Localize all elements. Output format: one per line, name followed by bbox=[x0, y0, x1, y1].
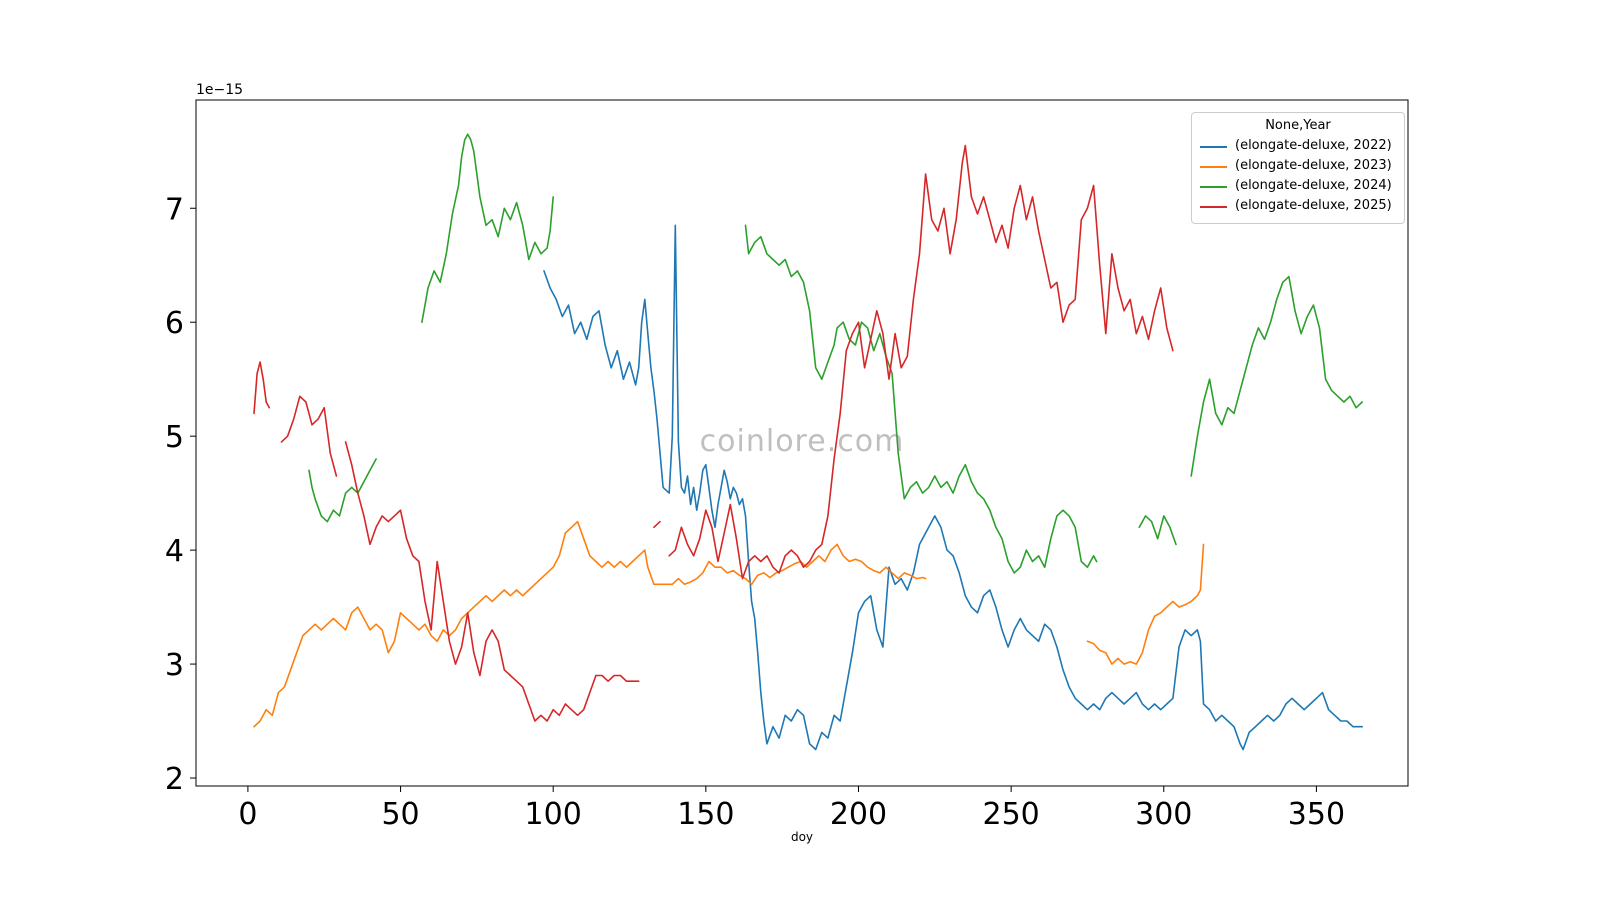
series-line-2025 bbox=[668, 144, 1174, 580]
x-axis-label: doy bbox=[790, 830, 814, 844]
series-line-2025 bbox=[653, 520, 661, 529]
legend: None,Year (elongate-deluxe, 2022) (elonga… bbox=[1191, 112, 1405, 224]
legend-item-2023: (elongate-deluxe, 2023) bbox=[1200, 157, 1396, 177]
legend-item-2022: (elongate-deluxe, 2022) bbox=[1200, 137, 1396, 157]
series-line-2025 bbox=[344, 441, 640, 722]
x-tick-label: 300 bbox=[1135, 797, 1192, 832]
x-tick-label: 150 bbox=[677, 797, 734, 832]
y-tick-label: 5 bbox=[165, 420, 184, 455]
x-tick-label: 50 bbox=[381, 797, 419, 832]
x-tick-label: 350 bbox=[1288, 797, 1345, 832]
series-line-2024 bbox=[744, 224, 1098, 574]
legend-label: (elongate-deluxe, 2023) bbox=[1235, 158, 1392, 174]
legend-label: (elongate-deluxe, 2024) bbox=[1235, 178, 1392, 194]
y-tick-label: 7 bbox=[165, 192, 184, 227]
plot-border bbox=[195, 99, 1409, 787]
series-line-2025 bbox=[280, 395, 338, 477]
x-tick-label: 100 bbox=[525, 797, 582, 832]
legend-title: None,Year bbox=[1265, 118, 1331, 133]
x-tick-label: 0 bbox=[238, 797, 257, 832]
legend-line-swatch bbox=[1200, 145, 1227, 148]
legend-line-swatch bbox=[1200, 205, 1227, 208]
series-line-2024 bbox=[1190, 275, 1363, 477]
legend-line-swatch bbox=[1200, 185, 1227, 188]
series-line-2023 bbox=[253, 520, 927, 728]
y-axis-offset-label: 1e−15 bbox=[196, 82, 244, 98]
legend-label: (elongate-deluxe, 2025) bbox=[1235, 198, 1392, 214]
y-tick-label: 4 bbox=[165, 534, 184, 569]
series-line-2024 bbox=[1138, 515, 1177, 546]
series-line-2025 bbox=[253, 361, 271, 415]
x-tick-label: 200 bbox=[830, 797, 887, 832]
legend-item-2025: (elongate-deluxe, 2025) bbox=[1200, 197, 1396, 217]
legend-label: (elongate-deluxe, 2022) bbox=[1235, 138, 1392, 154]
x-tick-label: 250 bbox=[982, 797, 1039, 832]
legend-item-2024: (elongate-deluxe, 2024) bbox=[1200, 177, 1396, 197]
series-line-2022 bbox=[543, 224, 1363, 751]
legend-items: (elongate-deluxe, 2022) (elongate-deluxe,… bbox=[1200, 137, 1396, 217]
watermark: coinlore.com bbox=[699, 424, 905, 459]
series-line-2024 bbox=[421, 133, 555, 324]
y-tick-label: 6 bbox=[165, 306, 184, 341]
legend-line-swatch bbox=[1200, 165, 1227, 168]
series-line-2023 bbox=[1086, 543, 1205, 665]
y-tick-label: 2 bbox=[165, 762, 184, 797]
y-tick-label: 3 bbox=[165, 648, 184, 683]
series-line-2024 bbox=[308, 458, 377, 523]
